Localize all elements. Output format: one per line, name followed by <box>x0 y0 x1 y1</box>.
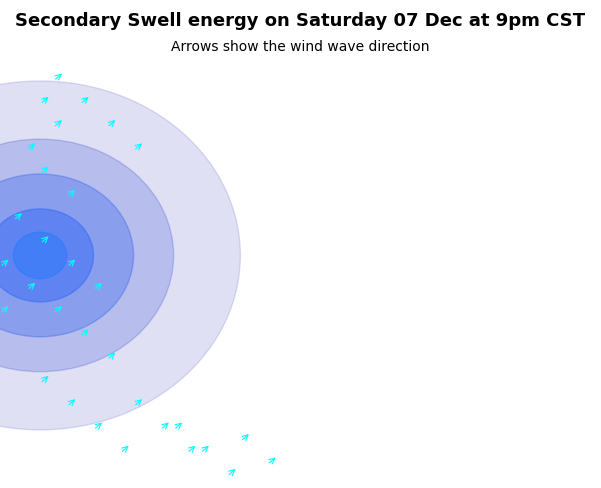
Circle shape <box>13 233 67 279</box>
Circle shape <box>0 175 133 337</box>
Circle shape <box>0 140 174 372</box>
Circle shape <box>0 82 240 430</box>
Text: Secondary Swell energy on Saturday 07 Dec at 9pm CST: Secondary Swell energy on Saturday 07 De… <box>16 12 585 29</box>
Circle shape <box>0 209 94 302</box>
Text: Arrows show the wind wave direction: Arrows show the wind wave direction <box>171 40 430 54</box>
